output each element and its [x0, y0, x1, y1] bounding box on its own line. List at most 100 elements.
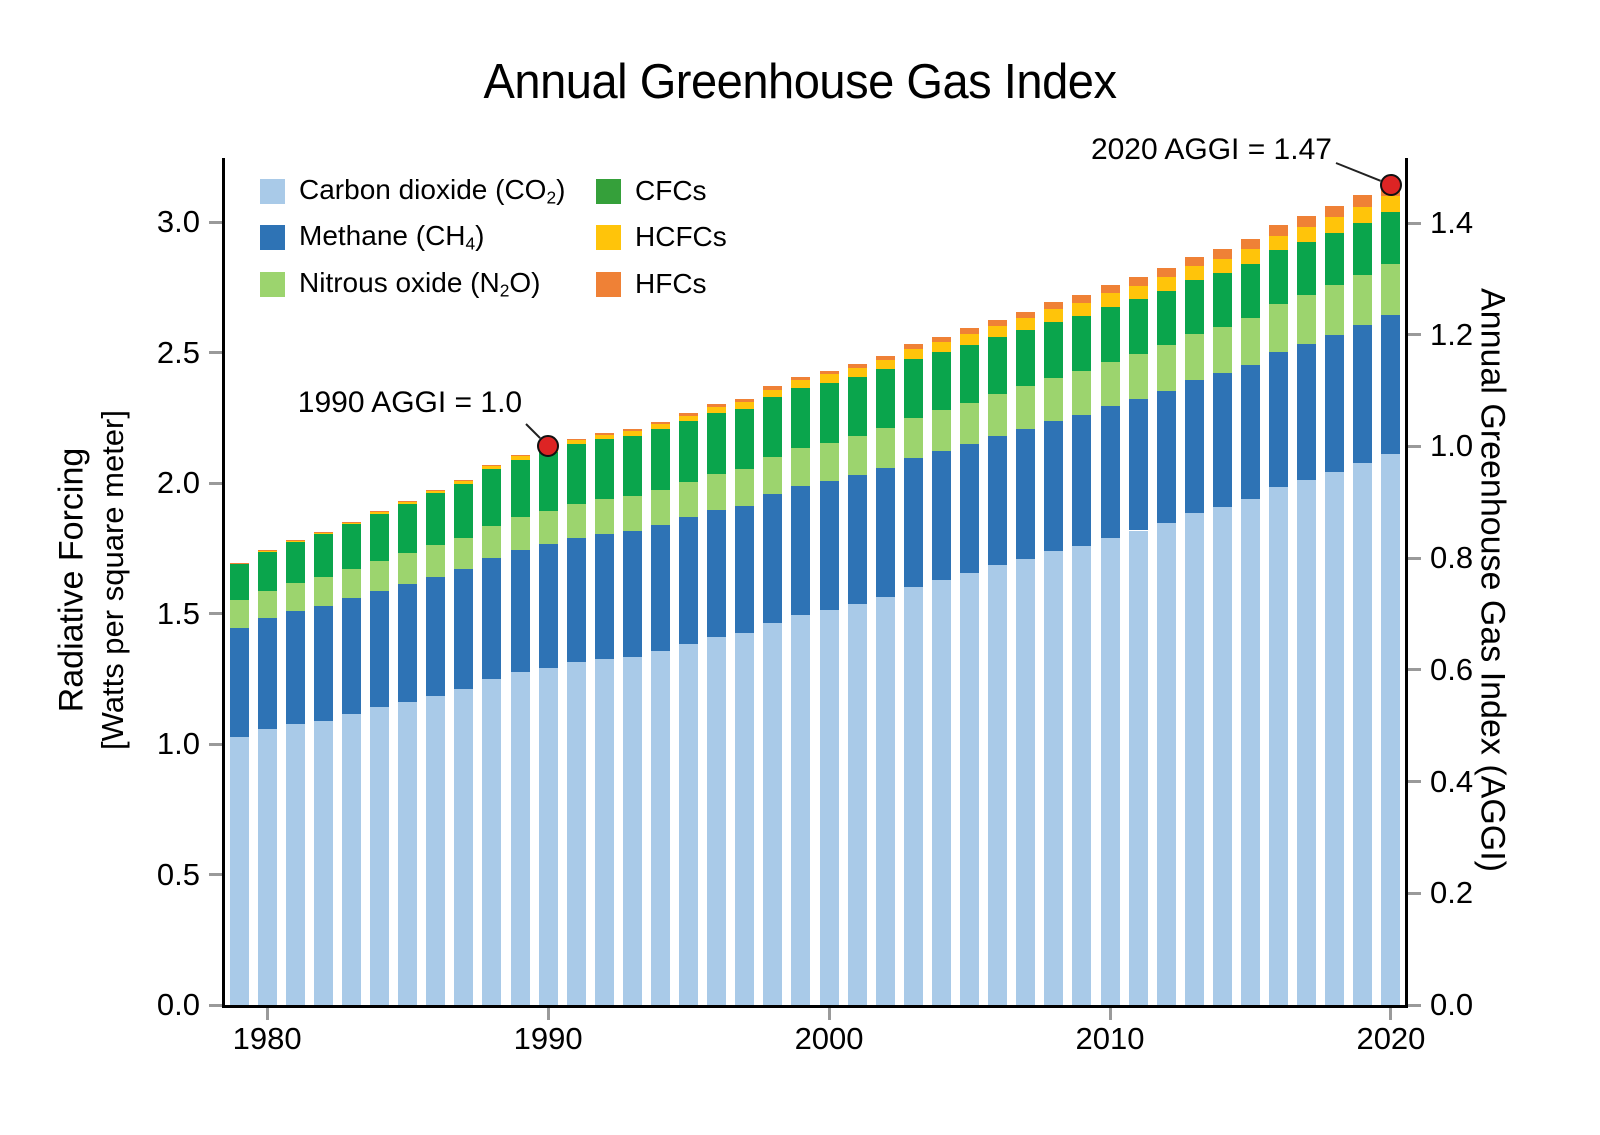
bar-2019-n2o [1353, 275, 1373, 326]
bar-2007-ch4 [1016, 428, 1036, 559]
x-axis-tick-label-2000: 2000 [794, 1021, 864, 1056]
bar-1982-ch4 [313, 605, 333, 721]
legend-label-hcfcs: HCFCs [635, 221, 727, 253]
bar-2012-hfcs [1156, 268, 1176, 278]
left-axis-tick-1 [209, 742, 222, 746]
legend-label-ch4-post: ) [475, 219, 485, 251]
legend-label-hcfcs-text: HCFCs [635, 221, 727, 252]
bar-1990-cfcs [538, 451, 558, 511]
bar-1983-co2 [341, 713, 361, 1005]
right-axis-tick-1.2 [1408, 333, 1421, 337]
bar-2004-co2 [931, 580, 951, 1005]
bar-2017-ch4 [1297, 343, 1317, 480]
bar-1988-ch4 [482, 557, 502, 679]
bar-1992-cfcs [594, 439, 614, 500]
bar-2009-co2 [1072, 545, 1092, 1005]
bar-1979-ch4 [229, 627, 249, 737]
bar-1989-cfcs [510, 459, 530, 518]
bar-1991-cfcs [566, 444, 586, 504]
bar-2013-hcfcs [1184, 266, 1204, 281]
bar-1982-hfcs [313, 531, 333, 533]
right-axis-tick-1.4 [1408, 221, 1421, 225]
legend-swatch-hfcs [596, 271, 621, 297]
bar-2010-n2o [1100, 361, 1120, 406]
bar-1993-cfcs [622, 436, 642, 497]
bar-1994-hcfcs [650, 424, 670, 430]
bar-1997-co2 [735, 632, 755, 1005]
bar-2018-hcfcs [1325, 217, 1345, 233]
bar-1999-ch4 [791, 485, 811, 615]
right-axis-tick-0 [1408, 1003, 1421, 1007]
bar-2004-hcfcs [931, 341, 951, 352]
left-axis-subtitle: [Watts per square meter] [95, 410, 130, 750]
bar-1983-hfcs [341, 521, 361, 523]
bar-2018-cfcs [1325, 232, 1345, 286]
bar-2013-cfcs [1184, 280, 1204, 335]
bar-1989-hcfcs [510, 456, 530, 460]
bar-2011-ch4 [1128, 398, 1148, 531]
bar-2005-hcfcs [960, 333, 980, 345]
legend-label-ch4: Methane (CH4) [299, 220, 485, 254]
bar-1997-cfcs [735, 408, 755, 469]
left-axis-tick-label-0: 0.0 [156, 987, 200, 1022]
bar-1987-cfcs [454, 483, 474, 538]
bar-1990-ch4 [538, 544, 558, 668]
legend-label-co2-post: ) [556, 173, 566, 205]
bar-2012-hcfcs [1156, 277, 1176, 292]
bar-1987-hcfcs [454, 480, 474, 484]
bar-2020-hcfcs [1381, 196, 1401, 213]
x-axis-tick-label-1990: 1990 [513, 1021, 583, 1056]
right-axis-tick-0.8 [1408, 556, 1421, 560]
bar-1985-n2o [398, 553, 418, 584]
bar-2016-co2 [1269, 486, 1289, 1005]
x-axis-tick-2000 [827, 1008, 831, 1020]
legend-label-co2-sub: 2 [546, 187, 557, 208]
left-axis-title: Radiative Forcing [52, 447, 91, 713]
bar-1992-hfcs [594, 432, 614, 435]
bar-2011-hcfcs [1128, 285, 1148, 300]
bar-2014-co2 [1212, 506, 1232, 1005]
bar-1987-hfcs [454, 479, 474, 481]
bar-1996-n2o [707, 473, 727, 511]
bar-1994-hfcs [650, 421, 670, 424]
legend-label-cfcs-text: CFCs [635, 175, 707, 206]
bar-1993-hcfcs [622, 431, 642, 436]
left-axis-tick-label-1: 1.0 [156, 726, 200, 761]
bar-1989-hfcs [510, 454, 530, 457]
bar-1991-hcfcs [566, 440, 586, 445]
bar-2016-hcfcs [1269, 235, 1289, 251]
bar-2020-n2o [1381, 264, 1401, 316]
annotation-1990-text: 1990 AGGI = 1.0 [297, 386, 523, 420]
bar-2003-hfcs [903, 344, 923, 350]
right-axis-line [1405, 158, 1408, 1008]
bar-2009-ch4 [1072, 414, 1092, 546]
right-axis-tick-0.6 [1408, 668, 1421, 672]
bar-2002-cfcs [875, 369, 895, 429]
bar-2003-n2o [903, 417, 923, 458]
bar-1987-ch4 [454, 568, 474, 689]
bar-1986-cfcs [426, 493, 446, 546]
bar-1984-hcfcs [370, 511, 390, 514]
bar-2015-n2o [1240, 317, 1260, 365]
legend-label-co2: Carbon dioxide (CO2) [299, 174, 565, 208]
bar-1995-ch4 [679, 517, 699, 645]
left-axis-tick-label-0.5: 0.5 [156, 856, 200, 892]
bar-2006-n2o [988, 394, 1008, 436]
bar-1996-hfcs [707, 404, 727, 408]
bar-2015-cfcs [1240, 264, 1260, 318]
bar-2001-n2o [847, 436, 867, 476]
bar-2016-hfcs [1269, 224, 1289, 236]
bar-1982-cfcs [313, 534, 333, 577]
bar-1983-hcfcs [341, 522, 361, 524]
bar-1987-n2o [454, 537, 474, 569]
bar-2009-hcfcs [1072, 302, 1092, 316]
bar-1995-hcfcs [679, 415, 699, 422]
bar-1983-cfcs [341, 523, 361, 569]
x-axis-tick-label-2020: 2020 [1356, 1021, 1426, 1056]
left-axis-tick-2 [209, 481, 222, 485]
legend-item-hcfcs: HCFCs [596, 221, 727, 253]
right-axis-tick-label-0.2: 0.2 [1430, 875, 1474, 911]
right-axis-tick-label-0.8: 0.8 [1430, 540, 1474, 576]
bar-2012-n2o [1156, 345, 1176, 391]
left-axis-tick-1.5 [209, 612, 222, 615]
